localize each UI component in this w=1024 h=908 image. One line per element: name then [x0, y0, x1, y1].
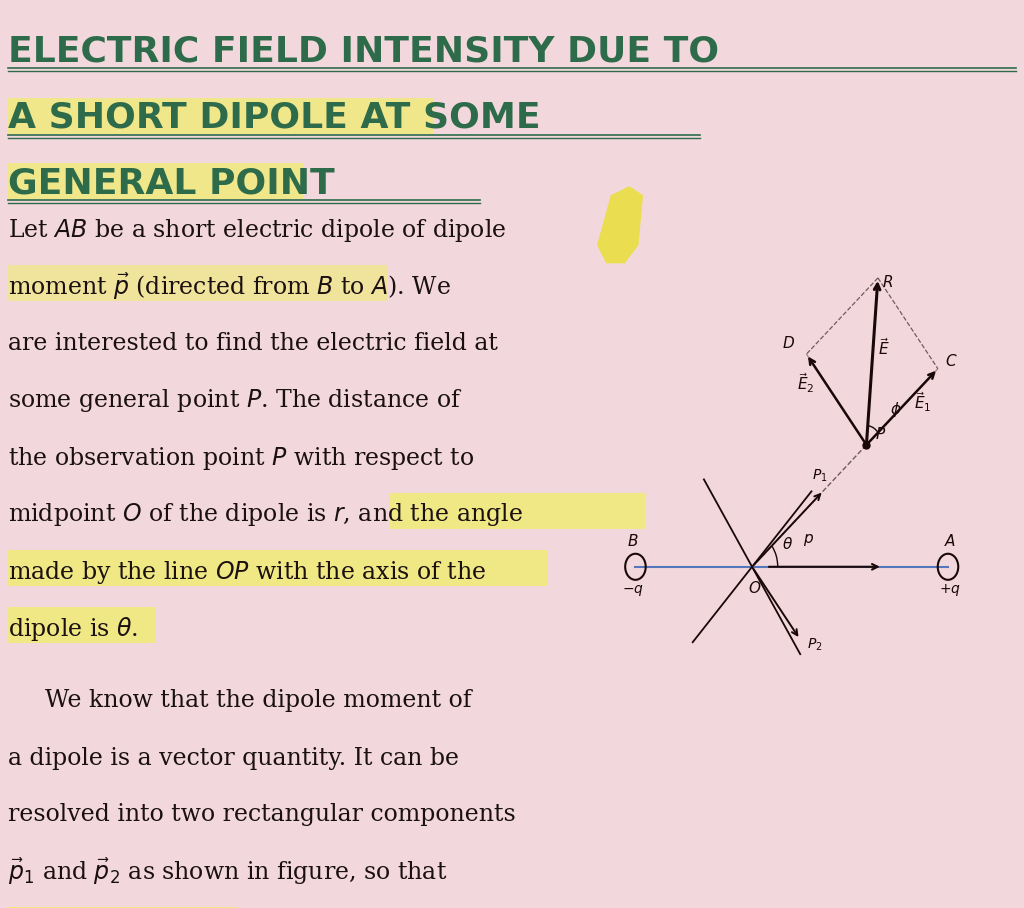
Text: A SHORT DIPOLE AT SOME: A SHORT DIPOLE AT SOME [8, 101, 541, 135]
FancyBboxPatch shape [8, 265, 388, 301]
Text: $D$: $D$ [781, 335, 795, 351]
Text: some general point $\it{P}$. The distance of: some general point $\it{P}$. The distanc… [8, 388, 463, 414]
Text: $P_2$: $P_2$ [807, 637, 822, 653]
FancyBboxPatch shape [390, 493, 645, 529]
FancyBboxPatch shape [8, 98, 433, 134]
Text: $\theta$: $\theta$ [782, 536, 794, 552]
Text: a dipole is a vector quantity. It can be: a dipole is a vector quantity. It can be [8, 746, 459, 769]
Text: We know that the dipole moment of: We know that the dipole moment of [45, 689, 471, 713]
Text: $P_1$: $P_1$ [812, 468, 827, 484]
Text: dipole is $\theta$.: dipole is $\theta$. [8, 615, 138, 643]
Text: $R$: $R$ [882, 274, 893, 290]
FancyBboxPatch shape [8, 550, 548, 586]
Text: moment $\vec{p}$ (directed from $\it{B}$ to $\it{A}$). We: moment $\vec{p}$ (directed from $\it{B}$… [8, 271, 451, 302]
Text: $+q$: $+q$ [939, 582, 962, 598]
Text: resolved into two rectangular components: resolved into two rectangular components [8, 804, 516, 826]
FancyBboxPatch shape [8, 607, 156, 643]
Text: $\vec{p}_1$ and $\vec{p}_2$ as shown in figure, so that: $\vec{p}_1$ and $\vec{p}_2$ as shown in … [8, 856, 447, 887]
Text: are interested to find the electric field at: are interested to find the electric fiel… [8, 332, 498, 356]
Text: $\phi$: $\phi$ [890, 400, 901, 419]
Text: $P$: $P$ [874, 426, 886, 442]
Text: $O$: $O$ [748, 580, 761, 597]
Polygon shape [597, 186, 643, 263]
FancyBboxPatch shape [8, 163, 303, 199]
Text: $\vec{E}_1$: $\vec{E}_1$ [913, 390, 932, 414]
Text: midpoint $\it{O}$ of the dipole is $\it{r}$, and the angle: midpoint $\it{O}$ of the dipole is $\it{… [8, 501, 523, 528]
Text: $B$: $B$ [628, 533, 639, 549]
Text: ELECTRIC FIELD INTENSITY DUE TO: ELECTRIC FIELD INTENSITY DUE TO [8, 35, 719, 69]
Text: $A$: $A$ [944, 533, 956, 549]
Text: the observation point $\it{P}$ with respect to: the observation point $\it{P}$ with resp… [8, 445, 474, 471]
Text: made by the line $\it{OP}$ with the axis of the: made by the line $\it{OP}$ with the axis… [8, 558, 486, 586]
Text: $-q$: $-q$ [623, 584, 644, 598]
Text: $p$: $p$ [804, 532, 814, 548]
Text: Let $\it{AB}$ be a short electric dipole of dipole: Let $\it{AB}$ be a short electric dipole… [8, 216, 506, 243]
Text: GENERAL POINT: GENERAL POINT [8, 166, 335, 200]
Text: $C$: $C$ [945, 352, 957, 369]
Text: $\vec{E}$: $\vec{E}$ [878, 337, 890, 358]
FancyBboxPatch shape [8, 907, 238, 908]
Text: $\vec{E}_2$: $\vec{E}_2$ [797, 371, 814, 395]
